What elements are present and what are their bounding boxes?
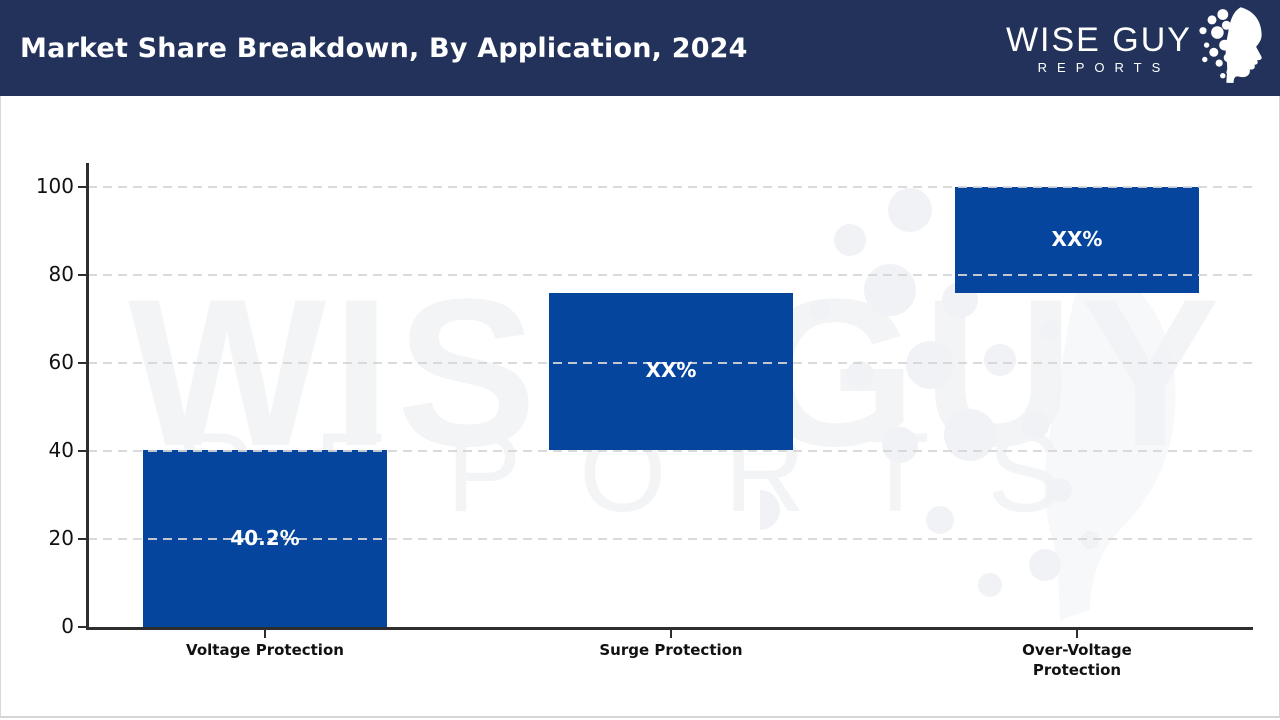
y-tick-mark (78, 186, 86, 188)
y-tick-mark (78, 626, 86, 628)
bar-value-label: XX% (645, 358, 697, 383)
y-tick-label: 80 (48, 262, 74, 286)
category-label: Surge Protection (599, 641, 743, 659)
x-axis-line (86, 627, 1253, 630)
bar-value-label: 40.2% (230, 525, 300, 550)
x-tick-mark (264, 630, 266, 638)
x-tick-mark (670, 630, 672, 638)
x-tick-mark (1076, 630, 1078, 638)
category-label: Voltage Protection (186, 641, 344, 659)
y-tick-mark (78, 538, 86, 540)
gridline-y80 (88, 274, 1253, 276)
y-tick-mark (78, 362, 86, 364)
y-tick-mark (78, 450, 86, 452)
bar-1 (549, 292, 793, 451)
bar-value-label: XX% (1051, 226, 1103, 251)
brand-logo: WISE GUY REPORTS (1006, 5, 1266, 91)
header-band: Market Share Breakdown, By Application, … (0, 0, 1280, 96)
y-tick-label: 60 (48, 350, 74, 374)
gridline-y100 (88, 186, 1253, 188)
page-title: Market Share Breakdown, By Application, … (20, 32, 748, 64)
y-tick-label: 0 (61, 614, 74, 638)
y-tick-mark (78, 274, 86, 276)
y-tick-label: 100 (35, 174, 74, 198)
y-tick-label: 20 (48, 526, 74, 550)
brand-subname: REPORTS (1037, 59, 1171, 75)
gridline-y20 (88, 538, 1253, 540)
gridline-y60 (88, 362, 1253, 364)
category-label: Over-Voltage Protection (1022, 641, 1132, 680)
brand-name: WISE GUY (1005, 20, 1192, 59)
dotted-face-logo-icon (1194, 5, 1266, 91)
gridline-y40 (88, 450, 1253, 452)
y-tick-label: 40 (48, 438, 74, 462)
watermark-dotted-face-icon (740, 170, 1200, 634)
y-axis-line (86, 163, 89, 630)
brand-logo-text: WISE GUY REPORTS (1006, 23, 1192, 74)
